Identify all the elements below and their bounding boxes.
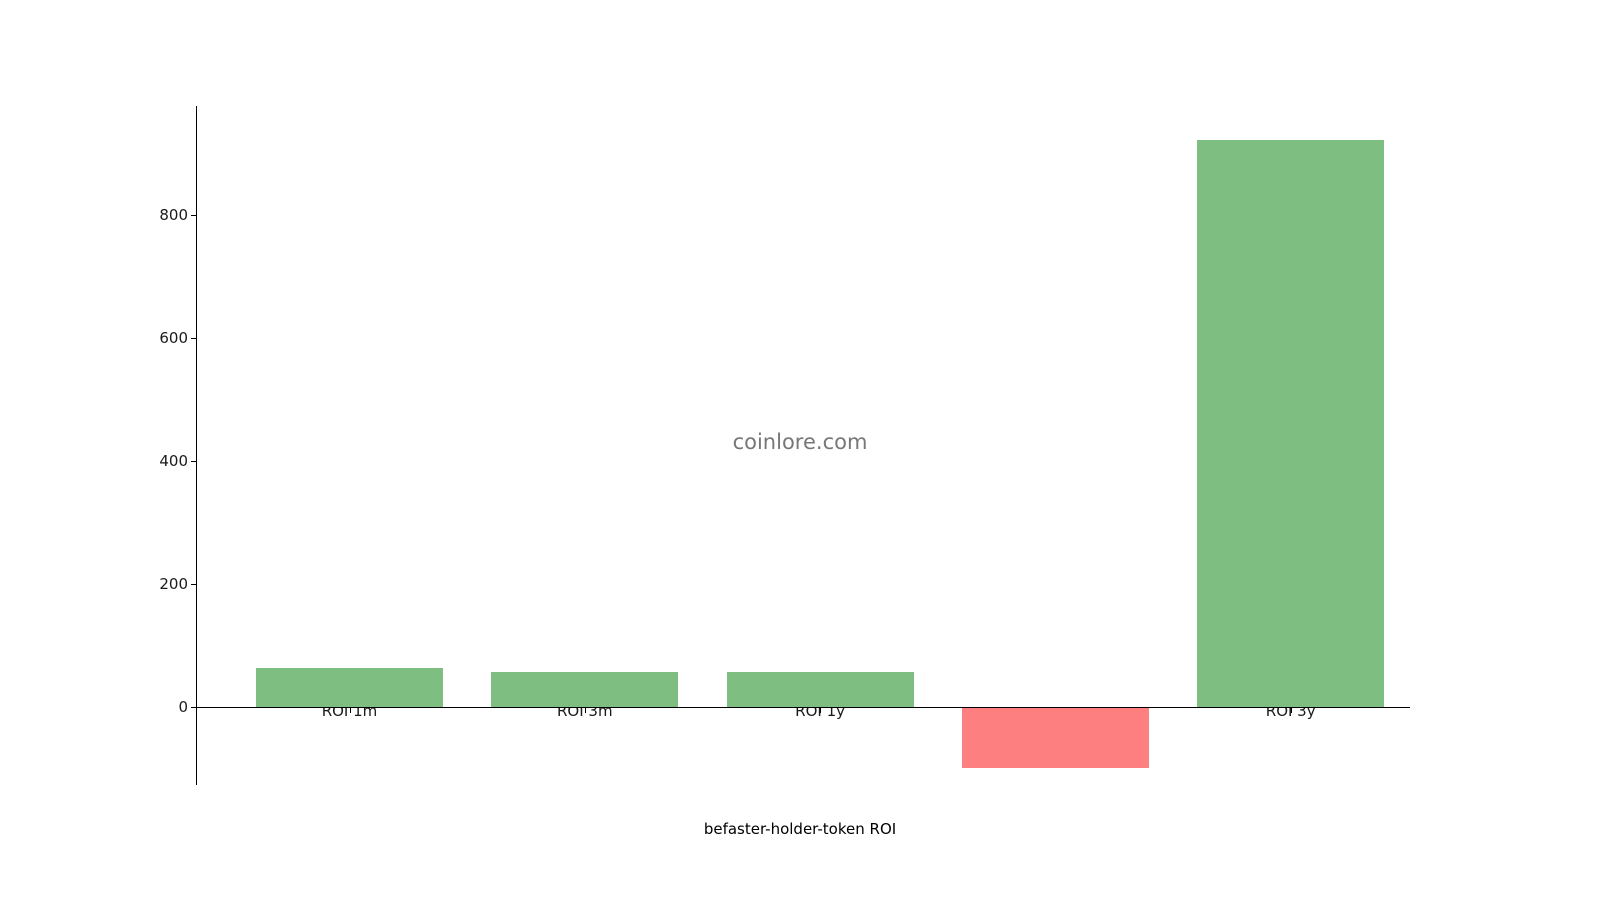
- bar-unlabeled: [961, 708, 1149, 769]
- bar-roi-3y: [1197, 139, 1385, 707]
- y-tick-mark: [191, 707, 196, 708]
- x-axis-line: [196, 707, 1410, 708]
- chart-title: befaster-holder-token ROI: [703, 820, 897, 838]
- x-tick-mark: [1290, 707, 1292, 713]
- y-tick-label: 200: [159, 575, 188, 593]
- y-tick-mark: [191, 584, 196, 585]
- x-tick-mark: [820, 707, 822, 713]
- bar-roi-1y: [726, 671, 914, 707]
- y-tick-label: 600: [159, 329, 188, 347]
- coinlore-watermark: coinlore.com: [732, 430, 868, 454]
- y-tick-label: 800: [159, 206, 188, 224]
- y-tick-label: 0: [178, 698, 188, 716]
- x-tick-mark: [349, 707, 351, 713]
- bar-roi-3m: [491, 671, 679, 707]
- y-tick-mark: [191, 461, 196, 462]
- y-tick-mark: [191, 215, 196, 216]
- x-tick-mark: [584, 707, 586, 713]
- y-axis-line: [196, 106, 197, 785]
- y-tick-mark: [191, 338, 196, 339]
- bar-roi-1m: [256, 668, 443, 707]
- y-tick-label: 400: [159, 452, 188, 470]
